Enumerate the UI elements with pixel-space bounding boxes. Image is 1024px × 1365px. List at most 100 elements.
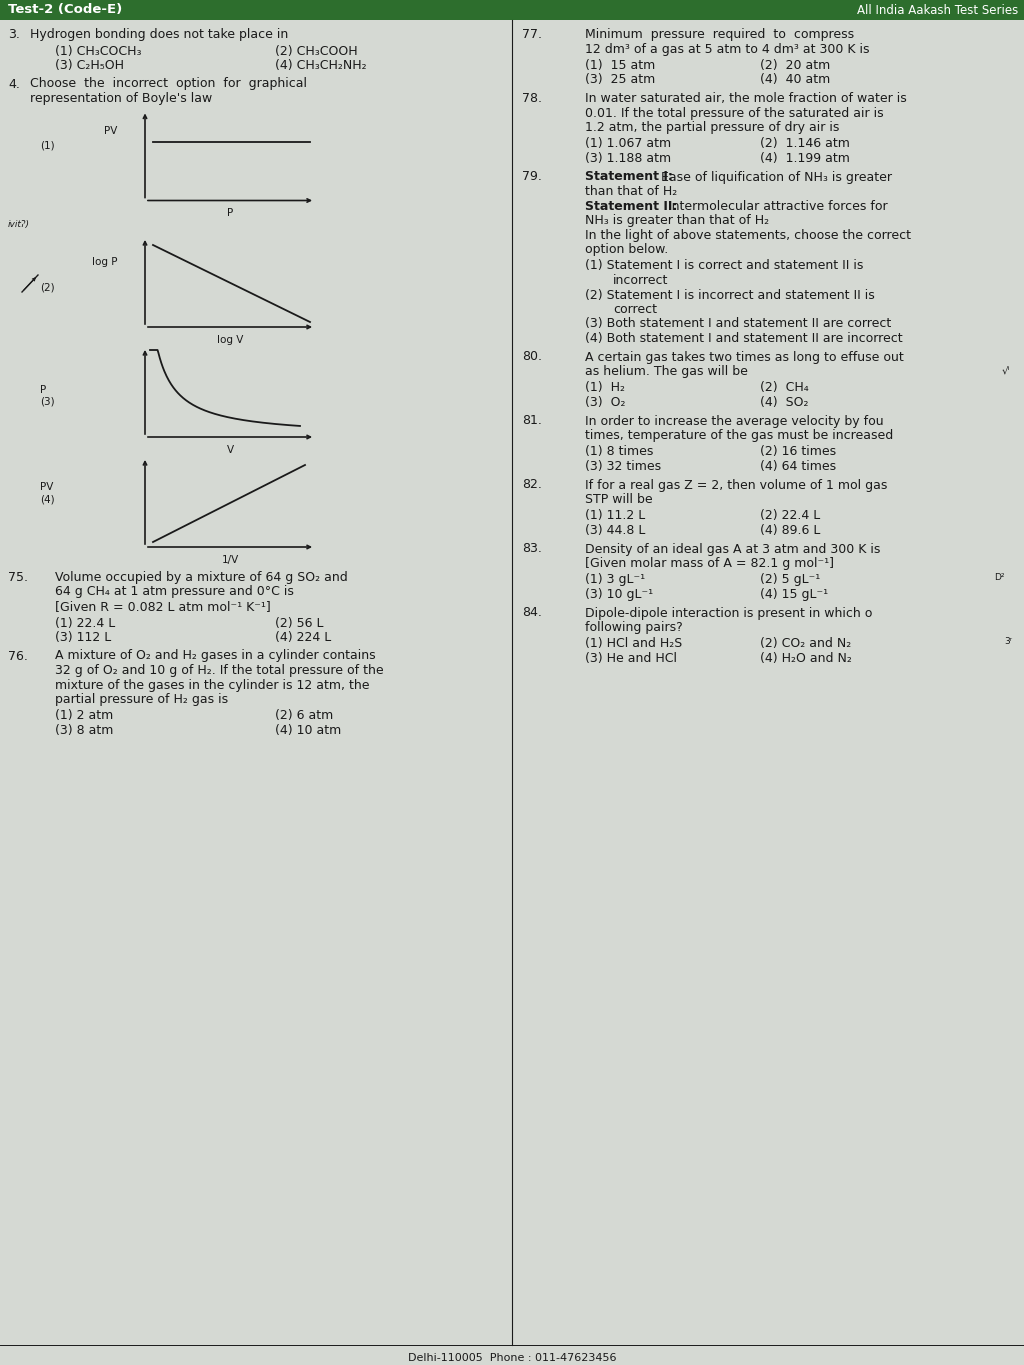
Text: Volume occupied by a mixture of 64 g SO₂ and: Volume occupied by a mixture of 64 g SO₂… bbox=[55, 571, 348, 584]
Text: (1) 8 times: (1) 8 times bbox=[585, 445, 653, 459]
Text: 1.2 atm, the partial pressure of dry air is: 1.2 atm, the partial pressure of dry air… bbox=[585, 121, 840, 134]
Text: (2)  1.146 atm: (2) 1.146 atm bbox=[760, 138, 850, 150]
Text: (4)  40 atm: (4) 40 atm bbox=[760, 74, 830, 86]
Text: (3)  25 atm: (3) 25 atm bbox=[585, 74, 655, 86]
Text: V: V bbox=[226, 445, 233, 455]
Text: PV: PV bbox=[103, 126, 117, 135]
Text: 32 g of O₂ and 10 g of H₂. If the total pressure of the: 32 g of O₂ and 10 g of H₂. If the total … bbox=[55, 663, 384, 677]
Text: In water saturated air, the mole fraction of water is: In water saturated air, the mole fractio… bbox=[585, 91, 906, 105]
Text: (3) 10 gL⁻¹: (3) 10 gL⁻¹ bbox=[585, 588, 653, 601]
Text: (2)  CH₄: (2) CH₄ bbox=[760, 381, 809, 394]
Text: P: P bbox=[40, 385, 46, 394]
Text: Minimum  pressure  required  to  compress: Minimum pressure required to compress bbox=[585, 29, 854, 41]
Text: Ease of liquification of NH₃ is greater: Ease of liquification of NH₃ is greater bbox=[657, 171, 892, 183]
Text: incorrect: incorrect bbox=[613, 274, 669, 287]
Text: (1) 2 atm: (1) 2 atm bbox=[55, 710, 114, 722]
Text: Statement II:: Statement II: bbox=[585, 199, 677, 213]
Text: (2) CO₂ and N₂: (2) CO₂ and N₂ bbox=[760, 637, 851, 651]
Text: 75.: 75. bbox=[8, 571, 28, 584]
Text: (3) 32 times: (3) 32 times bbox=[585, 460, 662, 474]
Text: times, temperature of the gas must be increased: times, temperature of the gas must be in… bbox=[585, 429, 893, 442]
Text: Intermolecular attractive forces for: Intermolecular attractive forces for bbox=[664, 199, 888, 213]
Text: (1) Statement I is correct and statement II is: (1) Statement I is correct and statement… bbox=[585, 259, 863, 273]
Text: log V: log V bbox=[217, 334, 243, 345]
Text: (4)  1.199 atm: (4) 1.199 atm bbox=[760, 152, 850, 165]
Text: (1) 22.4 L: (1) 22.4 L bbox=[55, 617, 116, 629]
Text: 80.: 80. bbox=[522, 351, 542, 363]
Text: 81.: 81. bbox=[522, 415, 542, 427]
Text: (2) 6 atm: (2) 6 atm bbox=[275, 710, 333, 722]
Text: 64 g CH₄ at 1 atm pressure and 0°C is: 64 g CH₄ at 1 atm pressure and 0°C is bbox=[55, 586, 294, 598]
Text: (2) CH₃COOH: (2) CH₃COOH bbox=[275, 45, 357, 57]
Text: (1) HCl and H₂S: (1) HCl and H₂S bbox=[585, 637, 682, 651]
Text: 3.: 3. bbox=[8, 29, 19, 41]
Text: D²: D² bbox=[994, 573, 1005, 583]
Text: following pairs?: following pairs? bbox=[585, 621, 683, 633]
Text: 76.: 76. bbox=[8, 650, 28, 662]
Text: mixture of the gases in the cylinder is 12 atm, the: mixture of the gases in the cylinder is … bbox=[55, 678, 370, 692]
Text: 84.: 84. bbox=[522, 606, 542, 620]
Text: (4) 10 atm: (4) 10 atm bbox=[275, 723, 341, 737]
Text: correct: correct bbox=[613, 303, 657, 317]
Text: (1)  H₂: (1) H₂ bbox=[585, 381, 625, 394]
Text: Test-2 (Code-E): Test-2 (Code-E) bbox=[8, 4, 122, 16]
Text: (2) 16 times: (2) 16 times bbox=[760, 445, 837, 459]
Text: (4)  SO₂: (4) SO₂ bbox=[760, 396, 809, 410]
Text: (1)  15 atm: (1) 15 atm bbox=[585, 59, 655, 72]
Text: as helium. The gas will be: as helium. The gas will be bbox=[585, 364, 748, 378]
Text: (4) CH₃CH₂NH₂: (4) CH₃CH₂NH₂ bbox=[275, 59, 367, 72]
Text: (2) Statement I is incorrect and statement II is: (2) Statement I is incorrect and stateme… bbox=[585, 288, 874, 302]
Text: 0.01. If the total pressure of the saturated air is: 0.01. If the total pressure of the satur… bbox=[585, 106, 884, 120]
Text: (3) 44.8 L: (3) 44.8 L bbox=[585, 524, 645, 536]
Text: (2) 22.4 L: (2) 22.4 L bbox=[760, 509, 820, 523]
Bar bbox=[0, 0, 1024, 20]
Text: (1) CH₃COCH₃: (1) CH₃COCH₃ bbox=[55, 45, 141, 57]
Text: NH₃ is greater than that of H₂: NH₃ is greater than that of H₂ bbox=[585, 214, 769, 227]
Text: option below.: option below. bbox=[585, 243, 669, 257]
Text: 3ʳ: 3ʳ bbox=[1004, 637, 1012, 647]
Text: 79.: 79. bbox=[522, 171, 542, 183]
Text: [Given molar mass of A = 82.1 g mol⁻¹]: [Given molar mass of A = 82.1 g mol⁻¹] bbox=[585, 557, 834, 571]
Text: 82.: 82. bbox=[522, 479, 542, 491]
Text: (3) 1.188 atm: (3) 1.188 atm bbox=[585, 152, 671, 165]
Text: STP will be: STP will be bbox=[585, 493, 652, 506]
Text: (3) 112 L: (3) 112 L bbox=[55, 631, 112, 644]
Text: (3) 8 atm: (3) 8 atm bbox=[55, 723, 114, 737]
Text: In the light of above statements, choose the correct: In the light of above statements, choose… bbox=[585, 228, 911, 242]
Text: Density of an ideal gas A at 3 atm and 300 K is: Density of an ideal gas A at 3 atm and 3… bbox=[585, 542, 881, 556]
Text: (2)  20 atm: (2) 20 atm bbox=[760, 59, 830, 72]
Text: (1) 1.067 atm: (1) 1.067 atm bbox=[585, 138, 671, 150]
Text: representation of Boyle's law: representation of Boyle's law bbox=[30, 91, 212, 105]
Text: (3) He and HCl: (3) He and HCl bbox=[585, 652, 677, 665]
Text: (4): (4) bbox=[40, 495, 54, 505]
Text: 4.: 4. bbox=[8, 78, 19, 90]
Text: (4) H₂O and N₂: (4) H₂O and N₂ bbox=[760, 652, 852, 665]
Text: (2) 56 L: (2) 56 L bbox=[275, 617, 324, 629]
Text: In order to increase the average velocity by fou: In order to increase the average velocit… bbox=[585, 415, 884, 427]
Text: ivitʔ): ivitʔ) bbox=[8, 221, 30, 229]
Text: (1) 3 gL⁻¹: (1) 3 gL⁻¹ bbox=[585, 573, 645, 587]
Text: A certain gas takes two times as long to effuse out: A certain gas takes two times as long to… bbox=[585, 351, 904, 363]
Text: (4) 224 L: (4) 224 L bbox=[275, 631, 331, 644]
Text: Hydrogen bonding does not take place in: Hydrogen bonding does not take place in bbox=[30, 29, 288, 41]
Text: [Given R = 0.082 L atm mol⁻¹ K⁻¹]: [Given R = 0.082 L atm mol⁻¹ K⁻¹] bbox=[55, 601, 270, 613]
Text: partial pressure of H₂ gas is: partial pressure of H₂ gas is bbox=[55, 693, 228, 706]
Text: (4) 64 times: (4) 64 times bbox=[760, 460, 837, 474]
Text: PV: PV bbox=[40, 482, 53, 491]
Text: P: P bbox=[227, 209, 233, 218]
Text: (2) 5 gL⁻¹: (2) 5 gL⁻¹ bbox=[760, 573, 820, 587]
Text: 77.: 77. bbox=[522, 29, 542, 41]
Text: (4) 89.6 L: (4) 89.6 L bbox=[760, 524, 820, 536]
Text: (3): (3) bbox=[40, 397, 54, 407]
Text: 1/V: 1/V bbox=[221, 556, 239, 565]
Text: 78.: 78. bbox=[522, 91, 542, 105]
Text: Statement I:: Statement I: bbox=[585, 171, 673, 183]
Text: Choose  the  incorrect  option  for  graphical: Choose the incorrect option for graphica… bbox=[30, 78, 307, 90]
Text: (4) 15 gL⁻¹: (4) 15 gL⁻¹ bbox=[760, 588, 828, 601]
Text: (3) C₂H₅OH: (3) C₂H₅OH bbox=[55, 59, 124, 72]
Text: A mixture of O₂ and H₂ gases in a cylinder contains: A mixture of O₂ and H₂ gases in a cylind… bbox=[55, 650, 376, 662]
Text: (2): (2) bbox=[40, 283, 54, 292]
Text: If for a real gas Z = 2, then volume of 1 mol gas: If for a real gas Z = 2, then volume of … bbox=[585, 479, 888, 491]
Text: (3) Both statement I and statement II are correct: (3) Both statement I and statement II ar… bbox=[585, 318, 891, 330]
Text: (1) 11.2 L: (1) 11.2 L bbox=[585, 509, 645, 523]
